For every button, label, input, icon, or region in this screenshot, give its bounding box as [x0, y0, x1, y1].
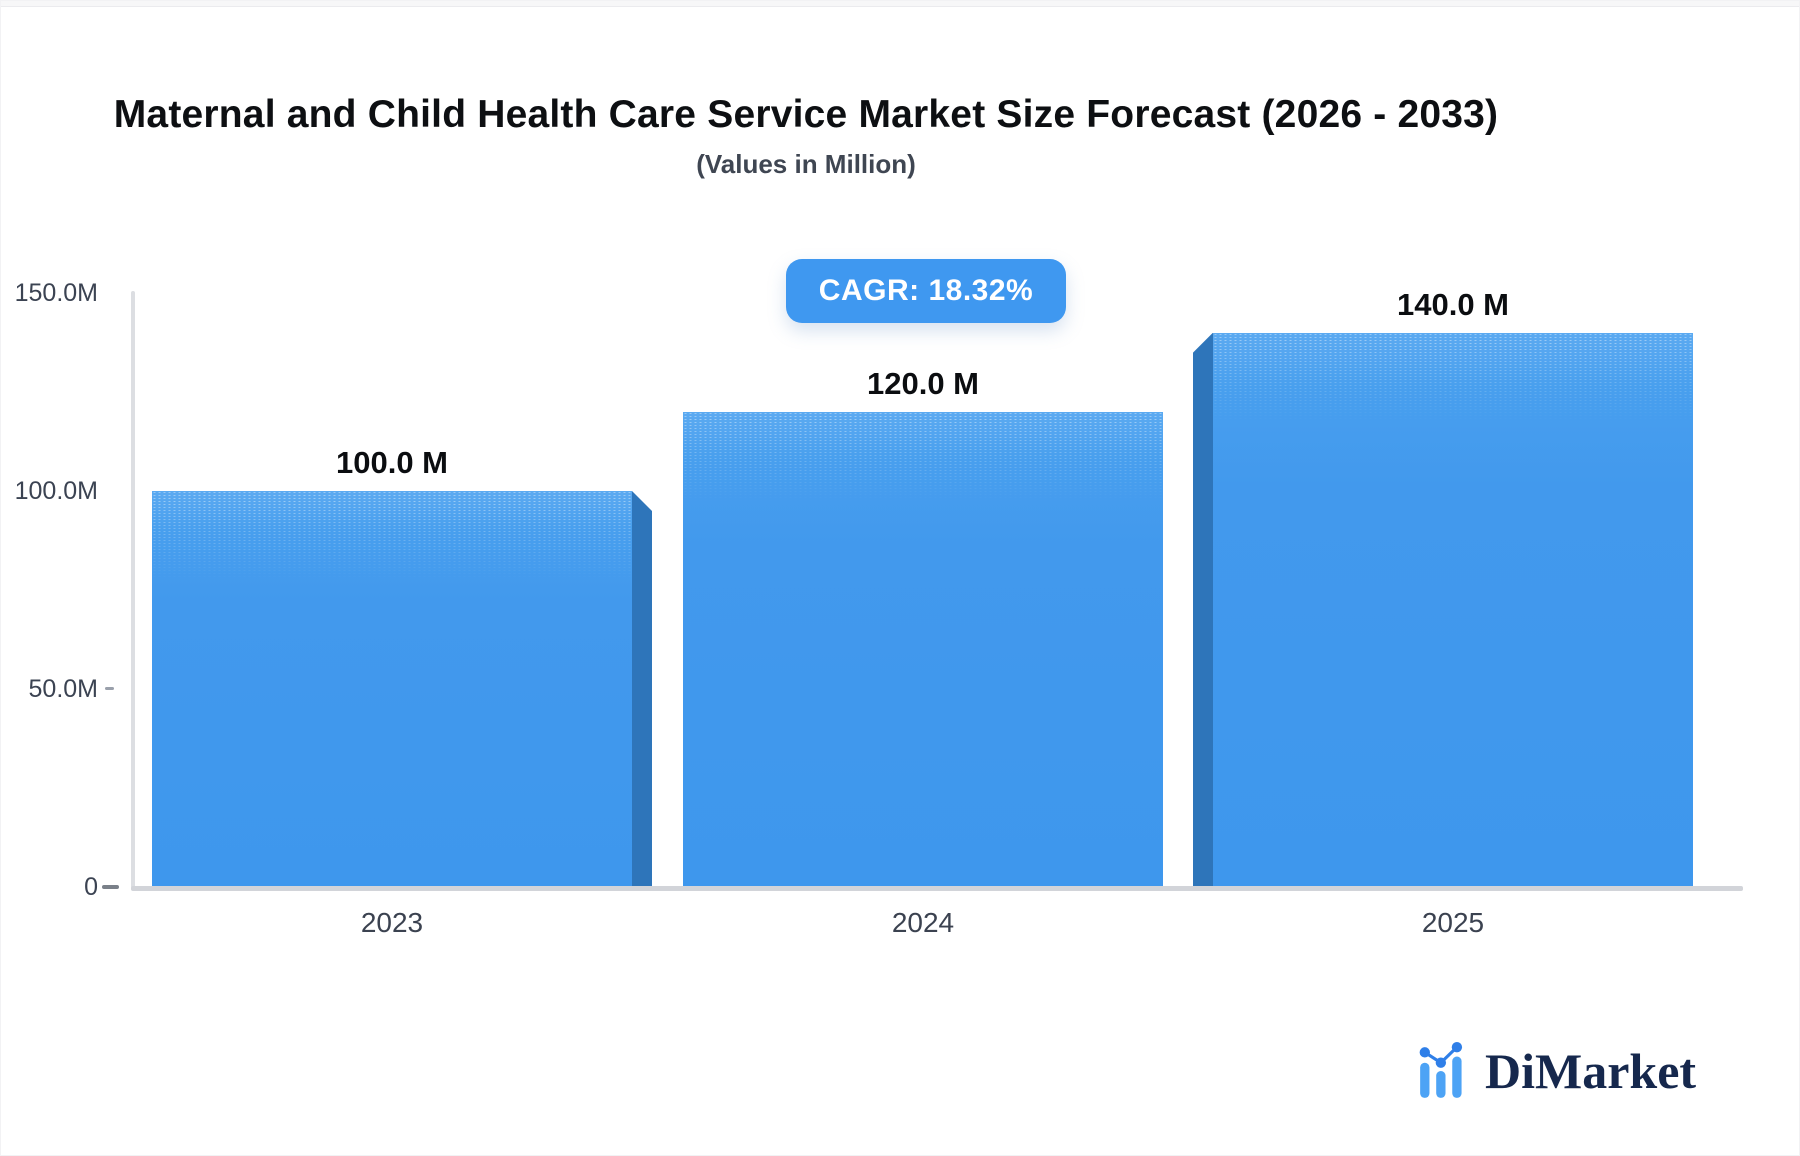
top-border-strip	[1, 1, 1799, 7]
bar-value-label-2025: 140.0 M	[1396, 286, 1509, 322]
chart-title: Maternal and Child Health Care Service M…	[113, 93, 1499, 136]
y-axis-tick-label: 150.0M	[14, 279, 98, 307]
x-axis-label-2025: 2025	[1421, 907, 1485, 938]
bar-chart-trend-icon	[1419, 1042, 1463, 1098]
bar-side-face	[632, 491, 652, 886]
cagr-badge: CAGR: 18.32%	[786, 259, 1066, 323]
y-axis-tick-label: 50.0M	[28, 675, 98, 703]
y-axis-tick-mark	[102, 885, 119, 889]
y-axis-tick-label: 100.0M	[14, 477, 98, 505]
y-axis-tick-label: 0	[84, 873, 98, 901]
bar-2024[interactable]	[683, 411, 1163, 886]
y-axis-line	[131, 291, 135, 888]
y-axis-tick-mark	[105, 687, 114, 690]
x-axis-line	[131, 886, 1743, 891]
bar-value-label-2024: 120.0 M	[866, 365, 979, 401]
dimarket-logo[interactable]: DiMarket	[1419, 1037, 1696, 1105]
chart-subtitle: (Values in Million)	[696, 149, 916, 179]
bar-2023[interactable]	[152, 491, 632, 886]
bar-value-label-2023: 100.0 M	[335, 445, 448, 480]
bar-side-face	[1193, 332, 1213, 886]
x-axis-label-2024: 2024	[891, 907, 955, 938]
x-axis-label-2023: 2023	[360, 907, 424, 938]
bar-2025[interactable]	[1213, 332, 1693, 886]
dimarket-logo-text: DiMarket	[1485, 1043, 1697, 1099]
